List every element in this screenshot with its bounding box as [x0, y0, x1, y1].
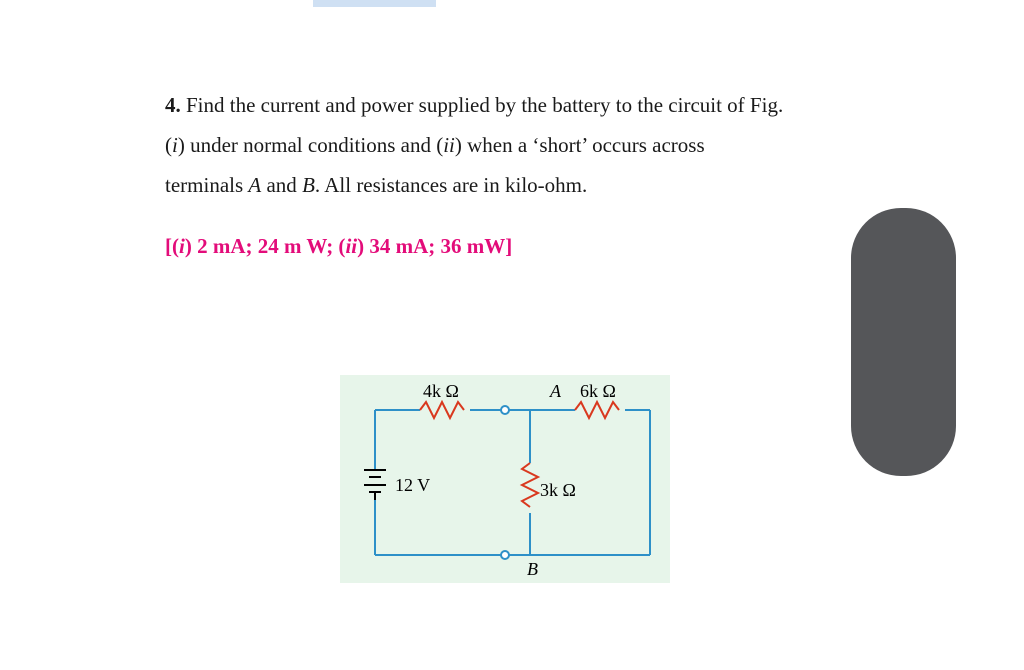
answer-line: [(i) 2 mA; 24 m W; (ii) 34 mA; 36 mW]	[165, 227, 830, 267]
l2-pre: (	[165, 133, 172, 157]
l2-ii: ii	[443, 133, 455, 157]
problem-text: 4. Find the current and power supplied b…	[165, 86, 830, 206]
line1: Find the current and power supplied by t…	[186, 93, 783, 117]
ans-open: [(	[165, 234, 179, 258]
l3-mid: and	[261, 173, 302, 197]
node-bottom	[501, 551, 509, 559]
label-A: A	[550, 381, 561, 402]
node-top	[501, 406, 509, 414]
l3-B: B	[302, 173, 315, 197]
label-r1: 4k Ω	[423, 381, 459, 402]
ans-a1: ) 2 mA; 24 m W; (	[185, 234, 346, 258]
circuit-figure: 4k Ω 6k Ω 3k Ω 12 V A B	[340, 375, 670, 583]
side-pill-dark	[851, 208, 956, 476]
label-r2: 6k Ω	[580, 381, 616, 402]
label-r3: 3k Ω	[540, 480, 576, 501]
l3-pre: terminals	[165, 173, 248, 197]
resistor-3k	[522, 463, 538, 507]
label-B: B	[527, 559, 538, 580]
l3-post: . All resistances are in kilo-ohm.	[315, 173, 587, 197]
ans-a2: ) 34 mA; 36 mW]	[357, 234, 512, 258]
l3-A: A	[248, 173, 261, 197]
ans-ii: ii	[345, 234, 357, 258]
problem-content: 4. Find the current and power supplied b…	[165, 65, 830, 288]
label-v: 12 V	[395, 475, 430, 496]
resistor-4k	[420, 402, 464, 418]
l2-mid1: ) under normal conditions and (	[178, 133, 443, 157]
l2-mid2: ) when a ‘short’ occurs across	[455, 133, 705, 157]
circuit-svg	[340, 375, 670, 583]
resistor-6k	[575, 402, 619, 418]
battery	[364, 470, 386, 500]
tab-peek	[313, 0, 436, 7]
problem-number: 4.	[165, 93, 181, 117]
